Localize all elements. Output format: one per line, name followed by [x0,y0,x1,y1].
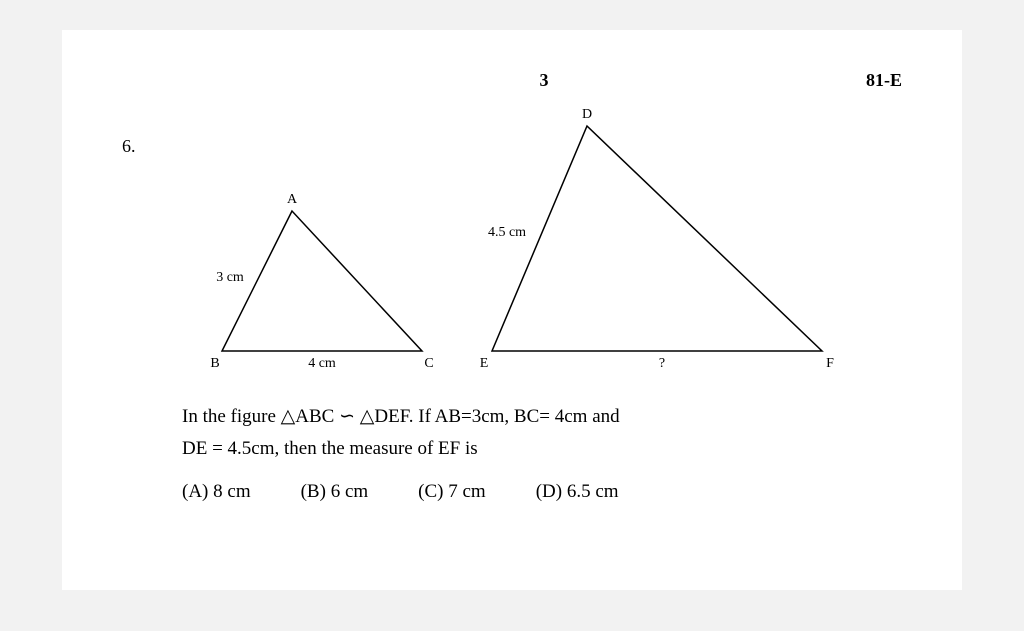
page-header: 3 81-E [122,70,902,91]
triangle-def-shape [492,126,822,351]
side-ab-label: 3 cm [216,270,244,285]
side-bc-label: 4 cm [308,356,336,371]
option-d[interactable]: (D) 6.5 cm [536,481,619,503]
triangle-abc-shape [222,211,422,351]
option-a[interactable]: (A) 8 cm [182,481,251,503]
vertex-e-label: E [480,356,489,371]
exam-code: 81-E [866,70,902,91]
answer-options: (A) 8 cm (B) 6 cm (C) 7 cm (D) 6.5 cm [182,481,902,503]
question-number: 6. [122,101,182,391]
question-row: 6. A B C 3 cm 4 cm D E F 4.5 cm ? [122,101,902,391]
triangle-abc: A B C 3 cm 4 cm [182,151,442,371]
page-number: 3 [222,70,866,91]
vertex-c-label: C [424,356,433,371]
vertex-d-label: D [582,107,592,122]
option-c-label: (C) [418,481,443,502]
triangle-def: D E F 4.5 cm ? [462,101,842,371]
option-b[interactable]: (B) 6 cm [301,481,369,503]
side-ef-label: ? [659,356,665,371]
question-text: In the figure △ABC ∽ △DEF. If AB=3cm, BC… [182,401,902,466]
question-text-line2: DE = 4.5cm, then the measure of EF is [182,433,902,465]
option-b-label: (B) [301,481,326,502]
option-c[interactable]: (C) 7 cm [418,481,486,503]
side-de-label: 4.5 cm [488,225,526,240]
option-d-value: 6.5 cm [567,481,619,502]
option-b-value: 6 cm [331,481,368,502]
option-c-value: 7 cm [448,481,485,502]
vertex-f-label: F [826,356,834,371]
figures-container: A B C 3 cm 4 cm D E F 4.5 cm ? [182,101,842,371]
option-d-label: (D) [536,481,562,502]
exam-page: 3 81-E 6. A B C 3 cm 4 cm D E F 4.5 cm ? [62,30,962,590]
option-a-value: 8 cm [213,481,250,502]
vertex-b-label: B [210,356,219,371]
vertex-a-label: A [287,192,298,207]
option-a-label: (A) [182,481,208,502]
question-text-line1: In the figure △ABC ∽ △DEF. If AB=3cm, BC… [182,401,902,433]
